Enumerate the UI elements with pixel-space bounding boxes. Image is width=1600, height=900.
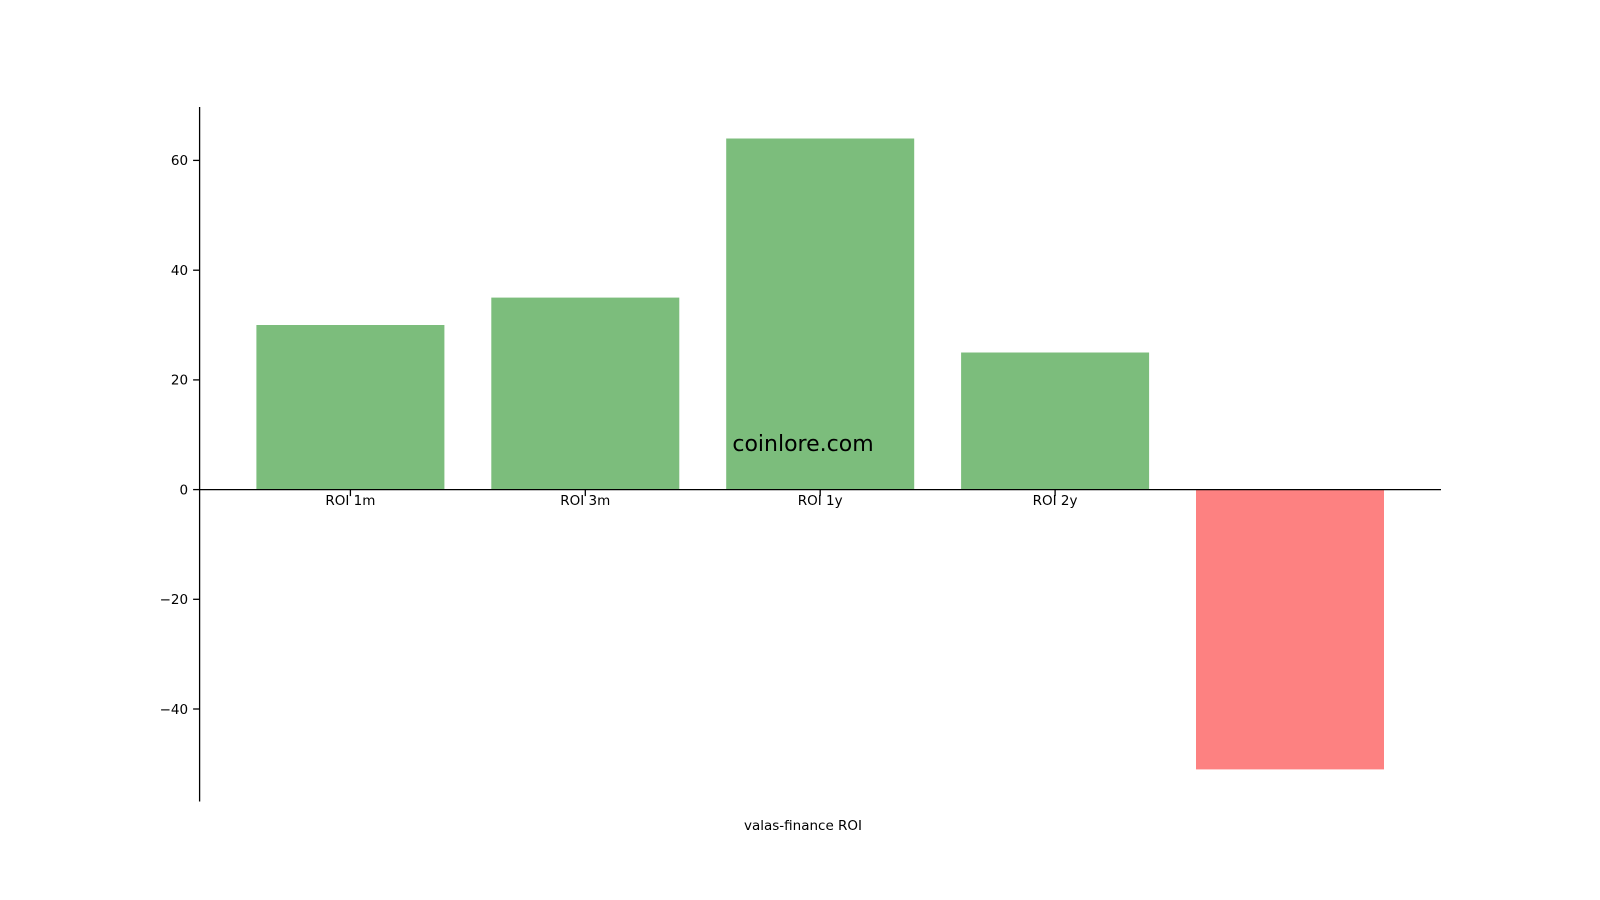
watermark-text: coinlore.com: [732, 432, 873, 457]
y-axis: 60 40 20 0 −20 −40: [160, 107, 201, 802]
x-tick-label: ROI 1y: [798, 493, 843, 509]
y-tick-label: 60: [171, 153, 188, 169]
y-tick-label: 20: [171, 373, 188, 389]
y-tick-label: 40: [171, 263, 188, 279]
x-tick-label: ROI 3m: [560, 493, 610, 509]
y-tick-label: −20: [160, 592, 189, 608]
y-tick-label: −40: [160, 702, 189, 718]
bar-bar-5: [1196, 489, 1384, 770]
x-axis: ROI 1m ROI 3m ROI 1y ROI 2y: [199, 488, 1441, 509]
bar-roi-3m: [491, 297, 680, 490]
bar-roi-2y: [961, 352, 1150, 490]
x-tick-label: ROI 1m: [325, 493, 375, 509]
x-tick-label: ROI 2y: [1033, 493, 1078, 509]
y-tick-label: 0: [180, 482, 189, 498]
bar-roi-1y: [726, 138, 915, 490]
bars-group: [256, 138, 1384, 770]
chart-title: valas-finance ROI: [744, 818, 862, 834]
bar-roi-1m: [256, 325, 445, 490]
